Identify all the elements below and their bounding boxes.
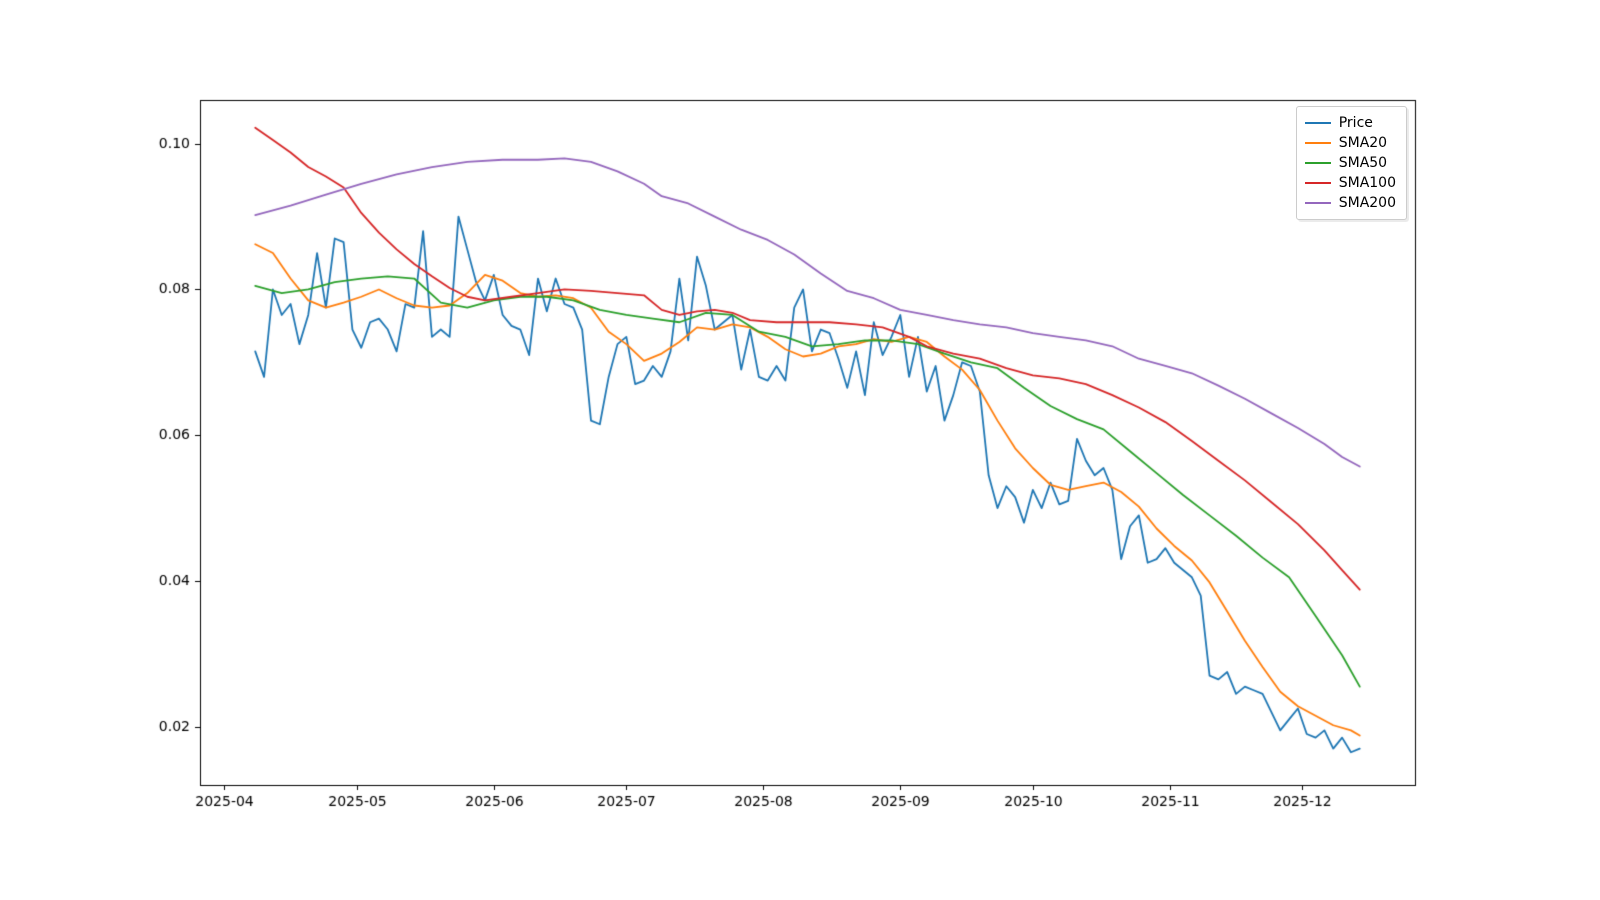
legend-item-sma100: SMA100 — [1304, 173, 1396, 193]
legend-item-sma50: SMA50 — [1304, 153, 1396, 173]
legend-item-sma200: SMA200 — [1304, 193, 1396, 213]
legend-label: SMA50 — [1338, 155, 1388, 171]
legend-line-swatch — [1304, 182, 1331, 184]
legend-item-price: Price — [1304, 113, 1396, 133]
legend-item-sma20: SMA20 — [1304, 133, 1396, 153]
legend-label: SMA20 — [1338, 135, 1388, 151]
legend-label: SMA100 — [1338, 175, 1396, 191]
legend-label: Price — [1338, 115, 1373, 131]
legend-line-swatch — [1304, 162, 1331, 164]
legend-label: SMA200 — [1338, 195, 1396, 211]
legend-line-swatch — [1304, 122, 1331, 124]
legend-line-swatch — [1304, 202, 1331, 204]
legend-line-swatch — [1304, 142, 1331, 144]
chart-legend: Price SMA20 SMA50 SMA100 SMA200 — [1295, 106, 1407, 220]
